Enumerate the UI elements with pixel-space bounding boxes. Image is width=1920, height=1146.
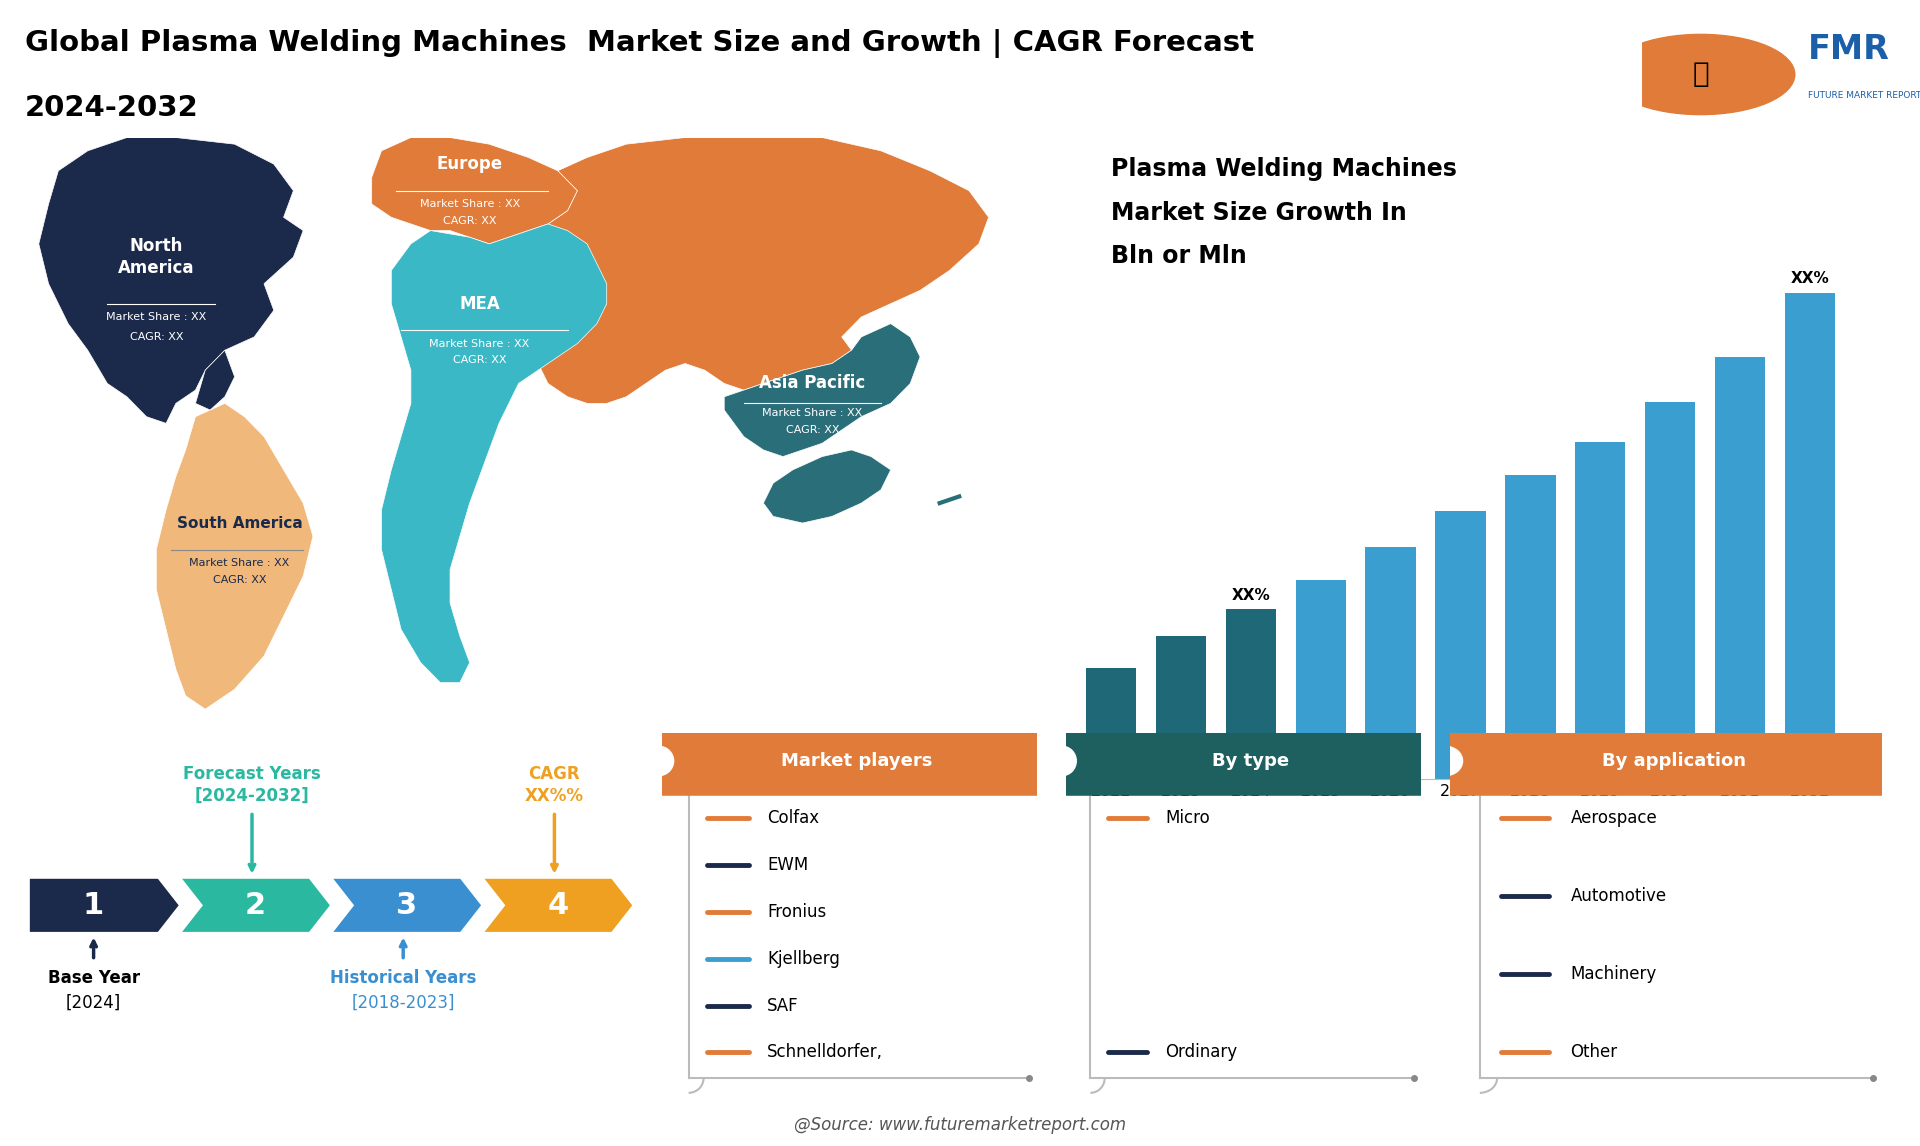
Text: FMR: FMR (1809, 33, 1889, 65)
Text: Market Size Growth In: Market Size Growth In (1112, 201, 1407, 225)
Text: CAGR: XX: CAGR: XX (129, 332, 182, 342)
Bar (1574, 441, 1626, 779)
Bar (1436, 511, 1486, 779)
Text: Kjellberg: Kjellberg (768, 950, 841, 967)
Bar (1645, 401, 1695, 779)
Polygon shape (724, 323, 920, 456)
Text: Plasma Welding Machines: Plasma Welding Machines (1112, 157, 1457, 181)
Text: South America: South America (177, 516, 301, 531)
Text: CAGR: XX: CAGR: XX (213, 574, 267, 584)
Text: Bln or Mln: Bln or Mln (1112, 244, 1246, 268)
Text: 1: 1 (83, 890, 104, 920)
Text: Schnelldorfer,: Schnelldorfer, (768, 1044, 883, 1061)
Text: Europe: Europe (436, 155, 503, 173)
Polygon shape (372, 138, 578, 244)
Text: FUTURE MARKET REPORT: FUTURE MARKET REPORT (1809, 91, 1920, 100)
Polygon shape (156, 403, 313, 709)
Text: [2024]: [2024] (65, 994, 121, 1012)
Text: By type: By type (1212, 752, 1288, 770)
Text: 4: 4 (547, 890, 568, 920)
Bar (1087, 667, 1137, 779)
Text: Market Share : XX: Market Share : XX (430, 338, 530, 348)
Text: 📣: 📣 (1692, 61, 1709, 88)
Text: EWM: EWM (768, 856, 808, 873)
FancyBboxPatch shape (651, 727, 1048, 795)
Bar (1365, 547, 1415, 779)
Text: Colfax: Colfax (768, 809, 820, 826)
Bar (1505, 476, 1555, 779)
Polygon shape (764, 450, 891, 523)
Text: CAGR: CAGR (528, 764, 580, 783)
Text: [2024-2032]: [2024-2032] (194, 786, 309, 804)
Text: SAF: SAF (768, 997, 799, 1014)
Text: CAGR: XX: CAGR: XX (785, 425, 839, 435)
Text: By application: By application (1601, 752, 1747, 770)
Text: XX%: XX% (1231, 588, 1271, 604)
Circle shape (1048, 746, 1077, 776)
Polygon shape (382, 223, 607, 683)
Circle shape (1607, 34, 1795, 115)
Polygon shape (332, 878, 482, 933)
Polygon shape (196, 351, 234, 410)
Text: Other: Other (1571, 1044, 1619, 1061)
Text: Ordinary: Ordinary (1165, 1044, 1236, 1061)
Polygon shape (509, 138, 989, 403)
Bar (1296, 580, 1346, 779)
Text: North
America: North America (117, 237, 194, 277)
Text: Aerospace: Aerospace (1571, 809, 1657, 826)
Text: MEA: MEA (459, 295, 499, 313)
Text: Historical Years: Historical Years (330, 968, 476, 987)
Text: 3: 3 (396, 890, 417, 920)
Text: CAGR: XX: CAGR: XX (444, 215, 497, 226)
Circle shape (643, 746, 674, 776)
Bar (1225, 610, 1277, 779)
Text: CAGR: XX: CAGR: XX (453, 355, 507, 366)
Text: Market Share : XX: Market Share : XX (419, 199, 520, 209)
Text: XX%%: XX%% (524, 786, 584, 804)
Text: @Source: www.futuremarketreport.com: @Source: www.futuremarketreport.com (795, 1116, 1125, 1135)
Text: XX%: XX% (1791, 272, 1830, 286)
Text: 2024-2032: 2024-2032 (25, 94, 198, 121)
Text: Automotive: Automotive (1571, 887, 1667, 905)
FancyBboxPatch shape (1054, 727, 1432, 795)
Text: Market players: Market players (781, 752, 933, 770)
Bar (1715, 356, 1764, 779)
Text: [2018-2023]: [2018-2023] (351, 994, 455, 1012)
Text: Micro: Micro (1165, 809, 1210, 826)
Text: Market Share : XX: Market Share : XX (190, 558, 290, 568)
Text: Market Share : XX: Market Share : XX (762, 408, 862, 418)
Bar (1786, 293, 1836, 779)
Circle shape (1428, 746, 1463, 776)
Text: 2: 2 (246, 890, 267, 920)
Polygon shape (29, 878, 180, 933)
Polygon shape (482, 878, 634, 933)
Text: Market Share : XX: Market Share : XX (106, 312, 207, 322)
Text: Global Plasma Welding Machines  Market Size and Growth | CAGR Forecast: Global Plasma Welding Machines Market Si… (25, 29, 1254, 57)
Bar (1156, 636, 1206, 779)
Polygon shape (180, 878, 332, 933)
Text: Forecast Years: Forecast Years (182, 764, 321, 783)
Text: Base Year: Base Year (48, 968, 140, 987)
Text: Machinery: Machinery (1571, 965, 1657, 983)
FancyBboxPatch shape (1436, 727, 1895, 795)
Polygon shape (38, 138, 303, 423)
Text: Fronius: Fronius (768, 903, 826, 920)
Text: Asia Pacific: Asia Pacific (758, 375, 866, 392)
